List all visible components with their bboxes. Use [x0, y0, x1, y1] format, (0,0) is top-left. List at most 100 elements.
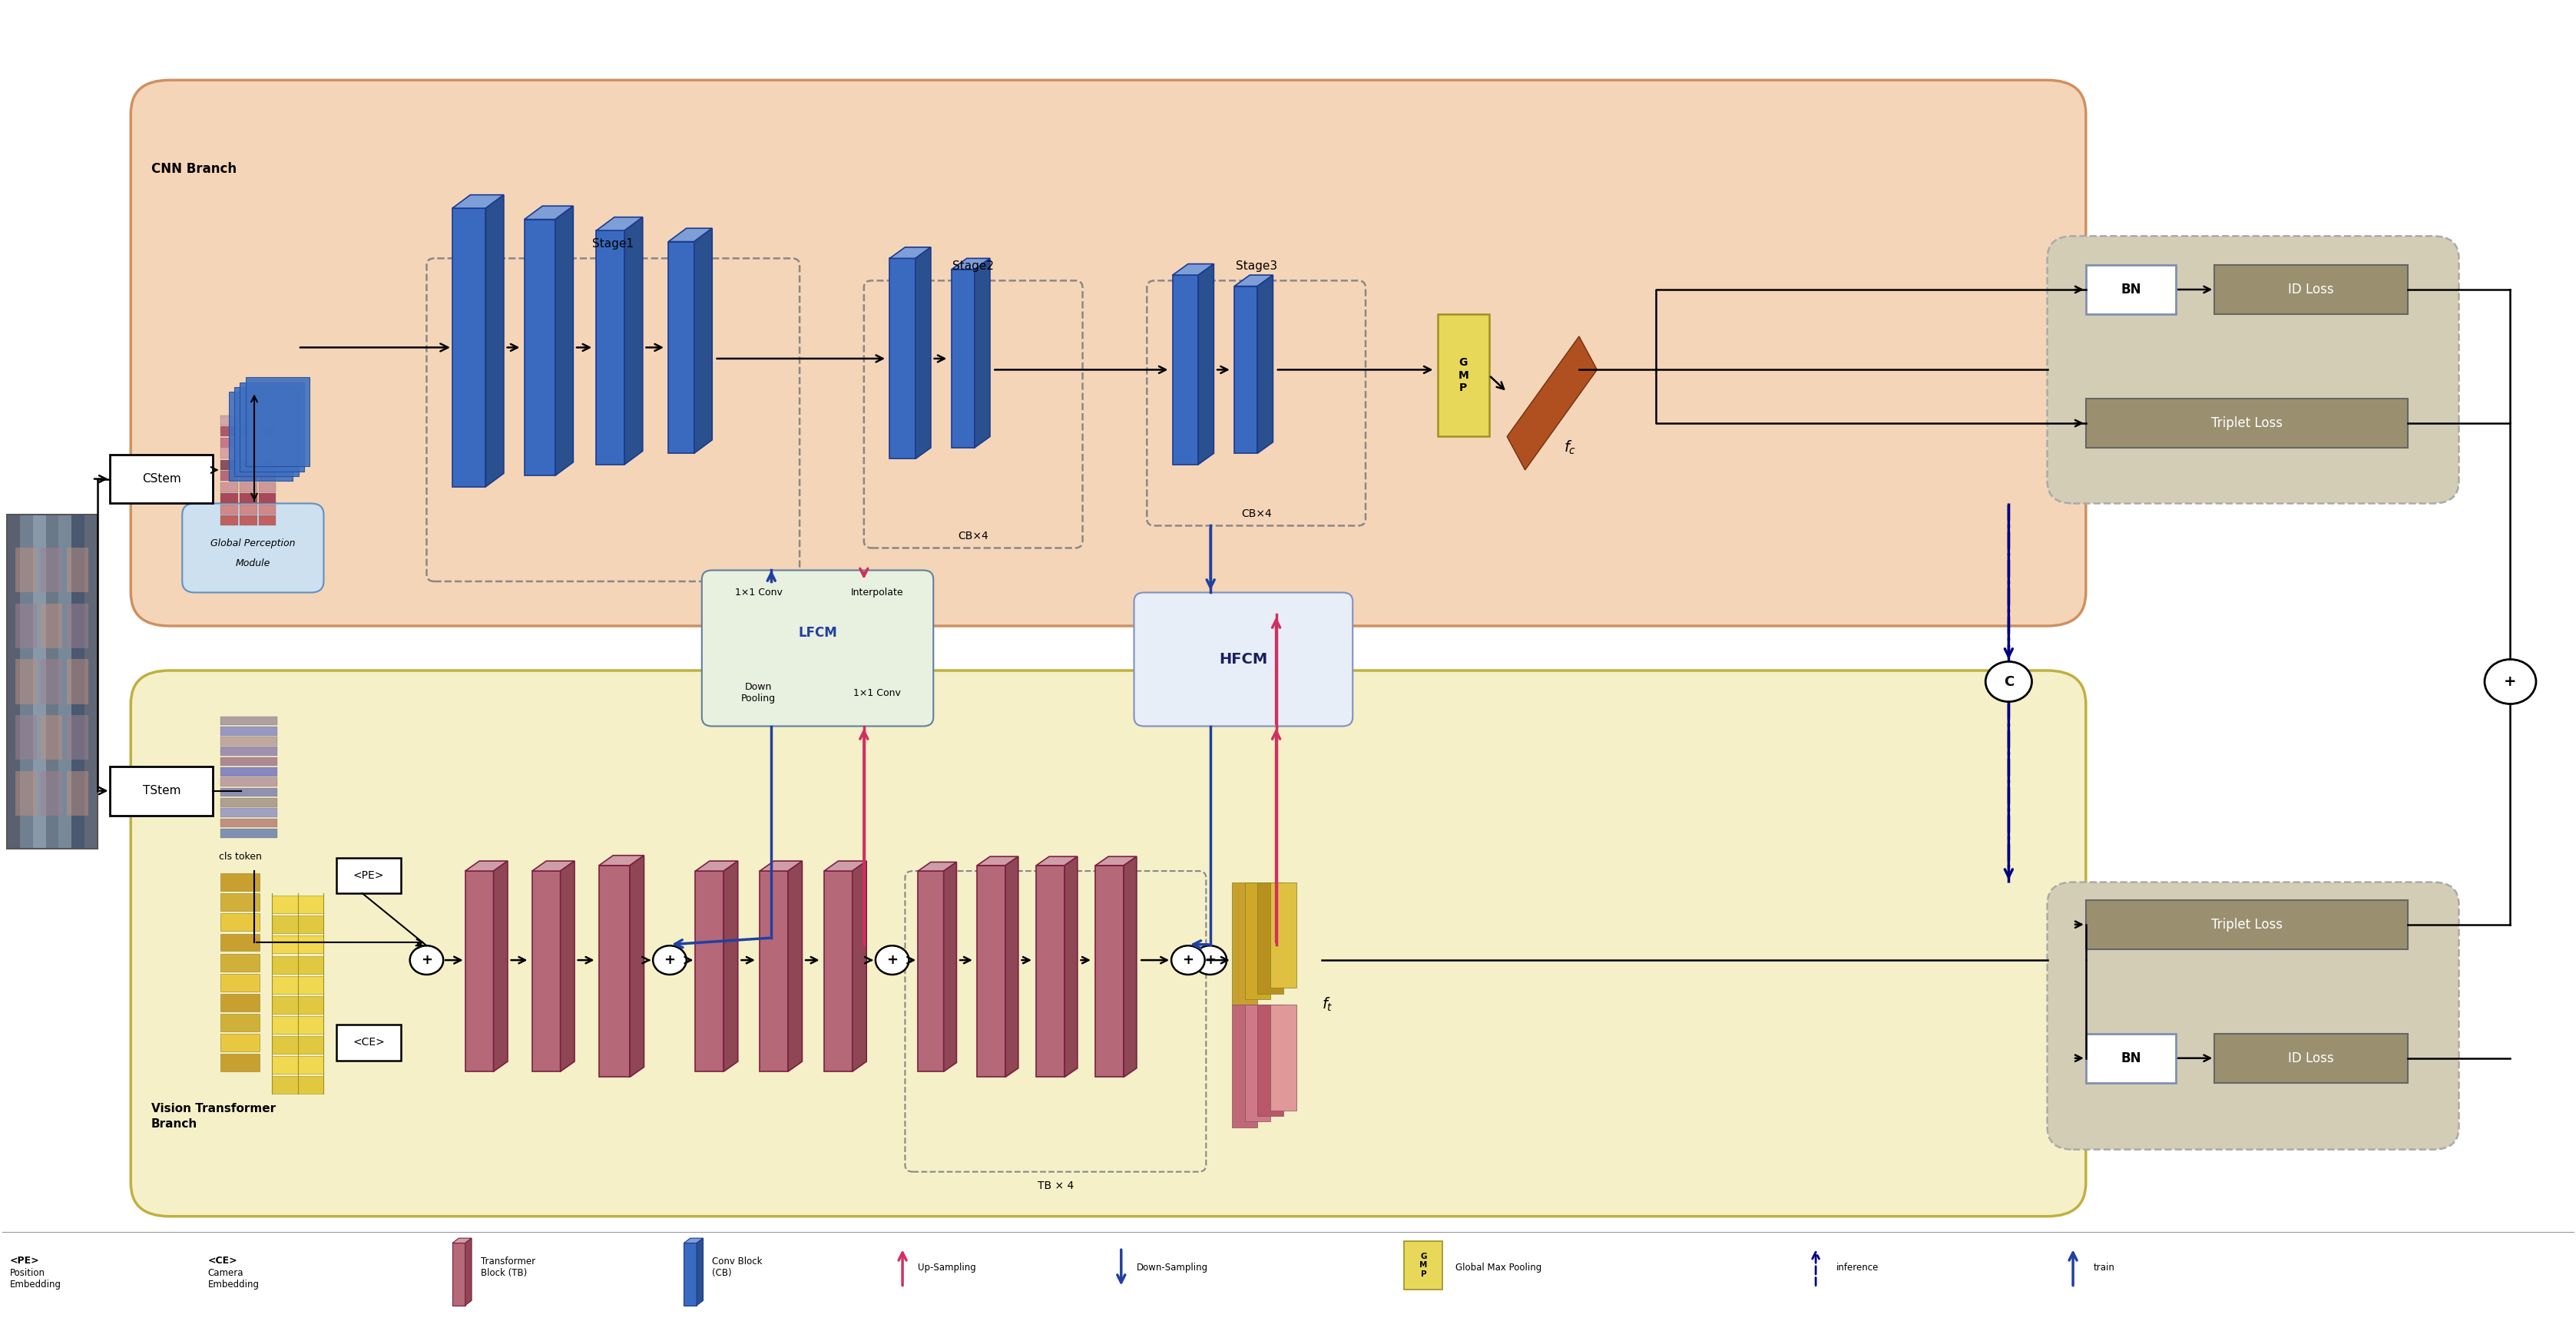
- Bar: [67, 771, 88, 815]
- Polygon shape: [466, 872, 495, 1071]
- Circle shape: [1172, 945, 1206, 975]
- Text: CNN Branch: CNN Branch: [152, 162, 237, 176]
- FancyBboxPatch shape: [2048, 882, 2458, 1149]
- Polygon shape: [914, 247, 930, 459]
- Polygon shape: [487, 194, 505, 487]
- Bar: [2084, 1034, 2174, 1082]
- Text: Module: Module: [234, 559, 270, 569]
- Bar: [1244, 882, 1270, 999]
- Bar: [222, 913, 260, 931]
- Text: train: train: [2092, 1263, 2115, 1273]
- Polygon shape: [531, 872, 559, 1071]
- Polygon shape: [1234, 275, 1273, 286]
- Bar: [258, 449, 276, 459]
- Text: Triplet Loss: Triplet Loss: [2210, 917, 2282, 932]
- Text: CStem: CStem: [142, 473, 180, 484]
- Bar: [273, 1057, 325, 1074]
- Bar: [111, 455, 214, 503]
- Text: ID Loss: ID Loss: [2287, 283, 2334, 296]
- Bar: [15, 771, 36, 815]
- Bar: [1437, 314, 1489, 437]
- Polygon shape: [1172, 275, 1198, 464]
- Bar: [337, 858, 402, 893]
- Text: ID Loss: ID Loss: [2287, 1051, 2334, 1065]
- Polygon shape: [466, 1238, 471, 1305]
- Circle shape: [652, 945, 685, 975]
- Polygon shape: [667, 228, 711, 241]
- Polygon shape: [595, 217, 641, 231]
- Bar: [222, 471, 237, 481]
- Bar: [222, 829, 278, 838]
- Polygon shape: [453, 208, 487, 487]
- Bar: [67, 715, 88, 759]
- Circle shape: [410, 945, 443, 975]
- Bar: [273, 916, 325, 933]
- Text: $f_c$: $f_c$: [1564, 439, 1577, 456]
- Bar: [222, 758, 278, 766]
- Text: HFCM: HFCM: [1218, 652, 1267, 666]
- Bar: [67, 603, 88, 648]
- Polygon shape: [683, 1243, 696, 1305]
- Bar: [222, 809, 278, 817]
- Text: cls token: cls token: [219, 852, 263, 862]
- Bar: [229, 392, 294, 481]
- Bar: [85, 515, 98, 849]
- Polygon shape: [1172, 264, 1213, 275]
- Bar: [222, 483, 237, 492]
- Bar: [41, 548, 62, 593]
- Bar: [222, 778, 278, 787]
- FancyBboxPatch shape: [183, 503, 325, 593]
- Bar: [222, 449, 237, 459]
- Bar: [222, 994, 260, 1011]
- Text: +: +: [665, 953, 675, 967]
- Bar: [258, 516, 276, 526]
- Text: C: C: [2004, 675, 2014, 688]
- Text: Camera
Embedding: Camera Embedding: [209, 1269, 260, 1290]
- Text: +: +: [420, 953, 433, 967]
- Bar: [59, 515, 72, 849]
- Bar: [258, 460, 276, 469]
- Polygon shape: [760, 872, 788, 1071]
- Polygon shape: [1198, 264, 1213, 464]
- Bar: [222, 460, 237, 469]
- Polygon shape: [917, 872, 943, 1071]
- Bar: [1231, 882, 1257, 1004]
- FancyBboxPatch shape: [131, 80, 2084, 626]
- Polygon shape: [760, 861, 801, 872]
- Text: +: +: [1203, 953, 1216, 967]
- Bar: [245, 377, 309, 467]
- Bar: [222, 416, 237, 425]
- Polygon shape: [667, 241, 693, 453]
- Bar: [222, 818, 278, 827]
- Polygon shape: [824, 872, 853, 1071]
- Text: G
M
P: G M P: [1419, 1252, 1427, 1278]
- Text: Triplet Loss: Triplet Loss: [2210, 416, 2282, 430]
- Bar: [273, 896, 325, 913]
- Text: TB × 4: TB × 4: [1038, 1180, 1074, 1191]
- Text: Global Max Pooling: Global Max Pooling: [1455, 1263, 1540, 1273]
- Text: G
M
P: G M P: [1458, 358, 1468, 393]
- Bar: [222, 953, 260, 971]
- Polygon shape: [1036, 857, 1077, 865]
- Polygon shape: [1064, 857, 1077, 1077]
- Polygon shape: [598, 856, 644, 865]
- Polygon shape: [696, 872, 724, 1071]
- Polygon shape: [453, 194, 505, 208]
- Bar: [1270, 1004, 1296, 1110]
- Bar: [67, 660, 88, 704]
- Bar: [15, 548, 36, 593]
- Bar: [1404, 1240, 1443, 1290]
- Polygon shape: [889, 247, 930, 259]
- Bar: [222, 1054, 260, 1071]
- Polygon shape: [531, 861, 574, 872]
- Text: TStem: TStem: [142, 784, 180, 797]
- Bar: [2084, 266, 2174, 314]
- Bar: [1257, 882, 1283, 994]
- Bar: [2084, 900, 2406, 949]
- Text: Down
Pooling: Down Pooling: [742, 683, 775, 704]
- Polygon shape: [724, 861, 737, 1071]
- Text: BN: BN: [2120, 283, 2141, 296]
- Bar: [222, 747, 278, 756]
- Bar: [273, 1077, 325, 1094]
- Text: Stage2: Stage2: [953, 260, 994, 272]
